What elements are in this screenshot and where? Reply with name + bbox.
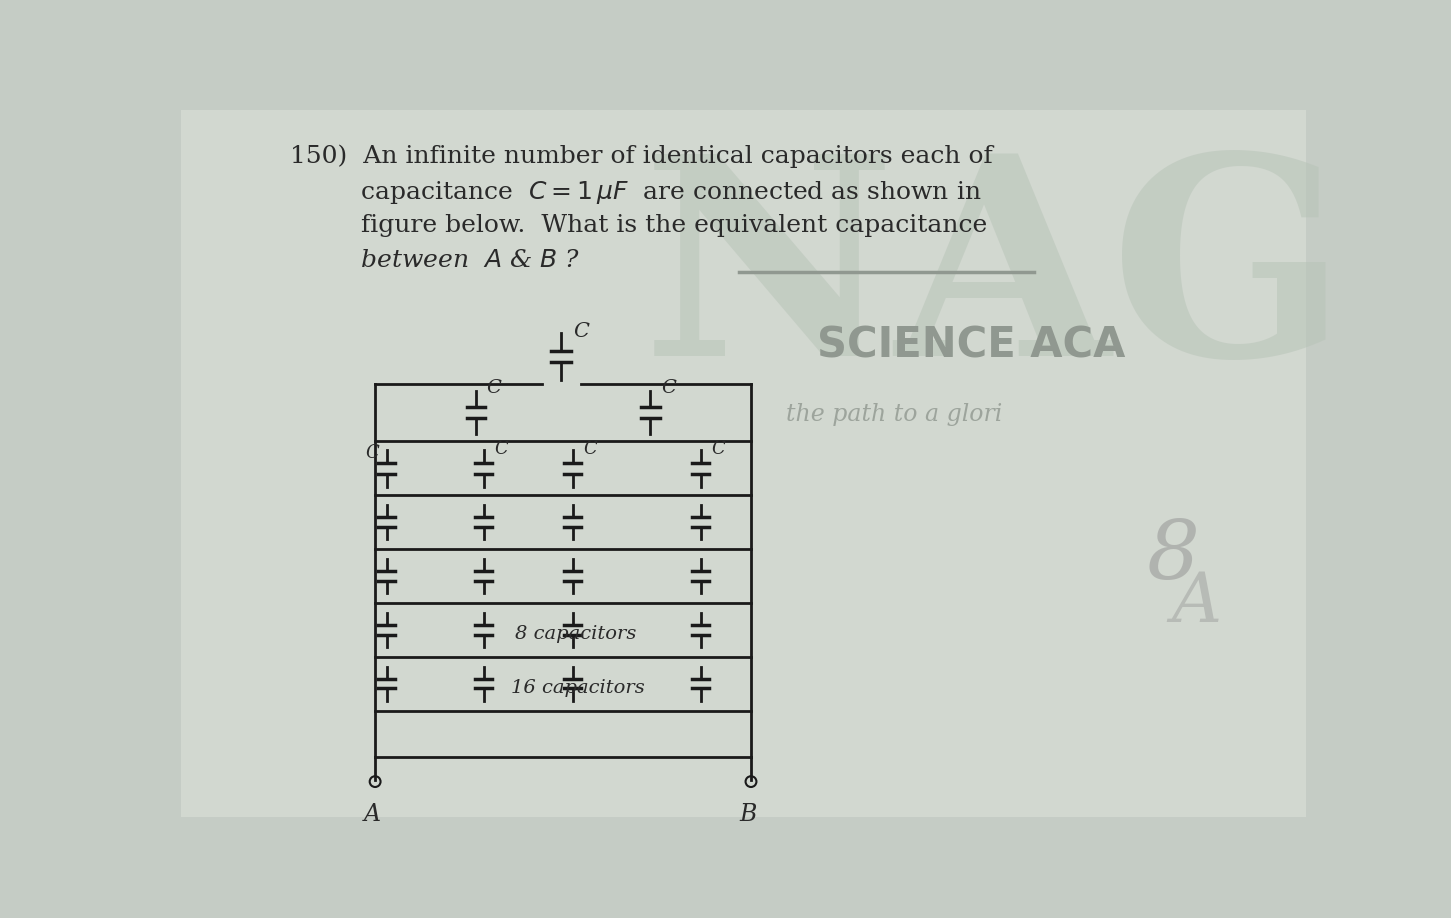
Text: between  $A$ & $B$ ?: between $A$ & $B$ ? — [305, 249, 580, 272]
Text: C: C — [495, 440, 508, 458]
Text: C: C — [662, 379, 676, 397]
Text: 16 capacitors: 16 capacitors — [511, 678, 644, 697]
Text: SCIENCE ACA: SCIENCE ACA — [817, 324, 1125, 366]
Text: the path to a glori: the path to a glori — [786, 403, 1003, 426]
Text: A: A — [1171, 569, 1222, 636]
Text: 8: 8 — [1146, 517, 1200, 597]
Text: C: C — [711, 440, 726, 458]
Text: 150)  An infinite number of identical capacitors each of: 150) An infinite number of identical cap… — [290, 145, 992, 168]
Text: capacitance  $C = 1\,\mu F$  are connected as shown in: capacitance $C = 1\,\mu F$ are connected… — [305, 179, 982, 207]
Text: NAG: NAG — [641, 145, 1348, 414]
Text: figure below.  What is the equivalent capacitance: figure below. What is the equivalent cap… — [305, 214, 988, 237]
Text: A: A — [364, 803, 380, 826]
Text: 8 capacitors: 8 capacitors — [515, 625, 636, 643]
Text: C: C — [583, 440, 598, 458]
Text: C: C — [366, 443, 379, 462]
Text: C: C — [486, 379, 502, 397]
Text: B: B — [739, 803, 756, 826]
Text: C: C — [573, 322, 589, 341]
